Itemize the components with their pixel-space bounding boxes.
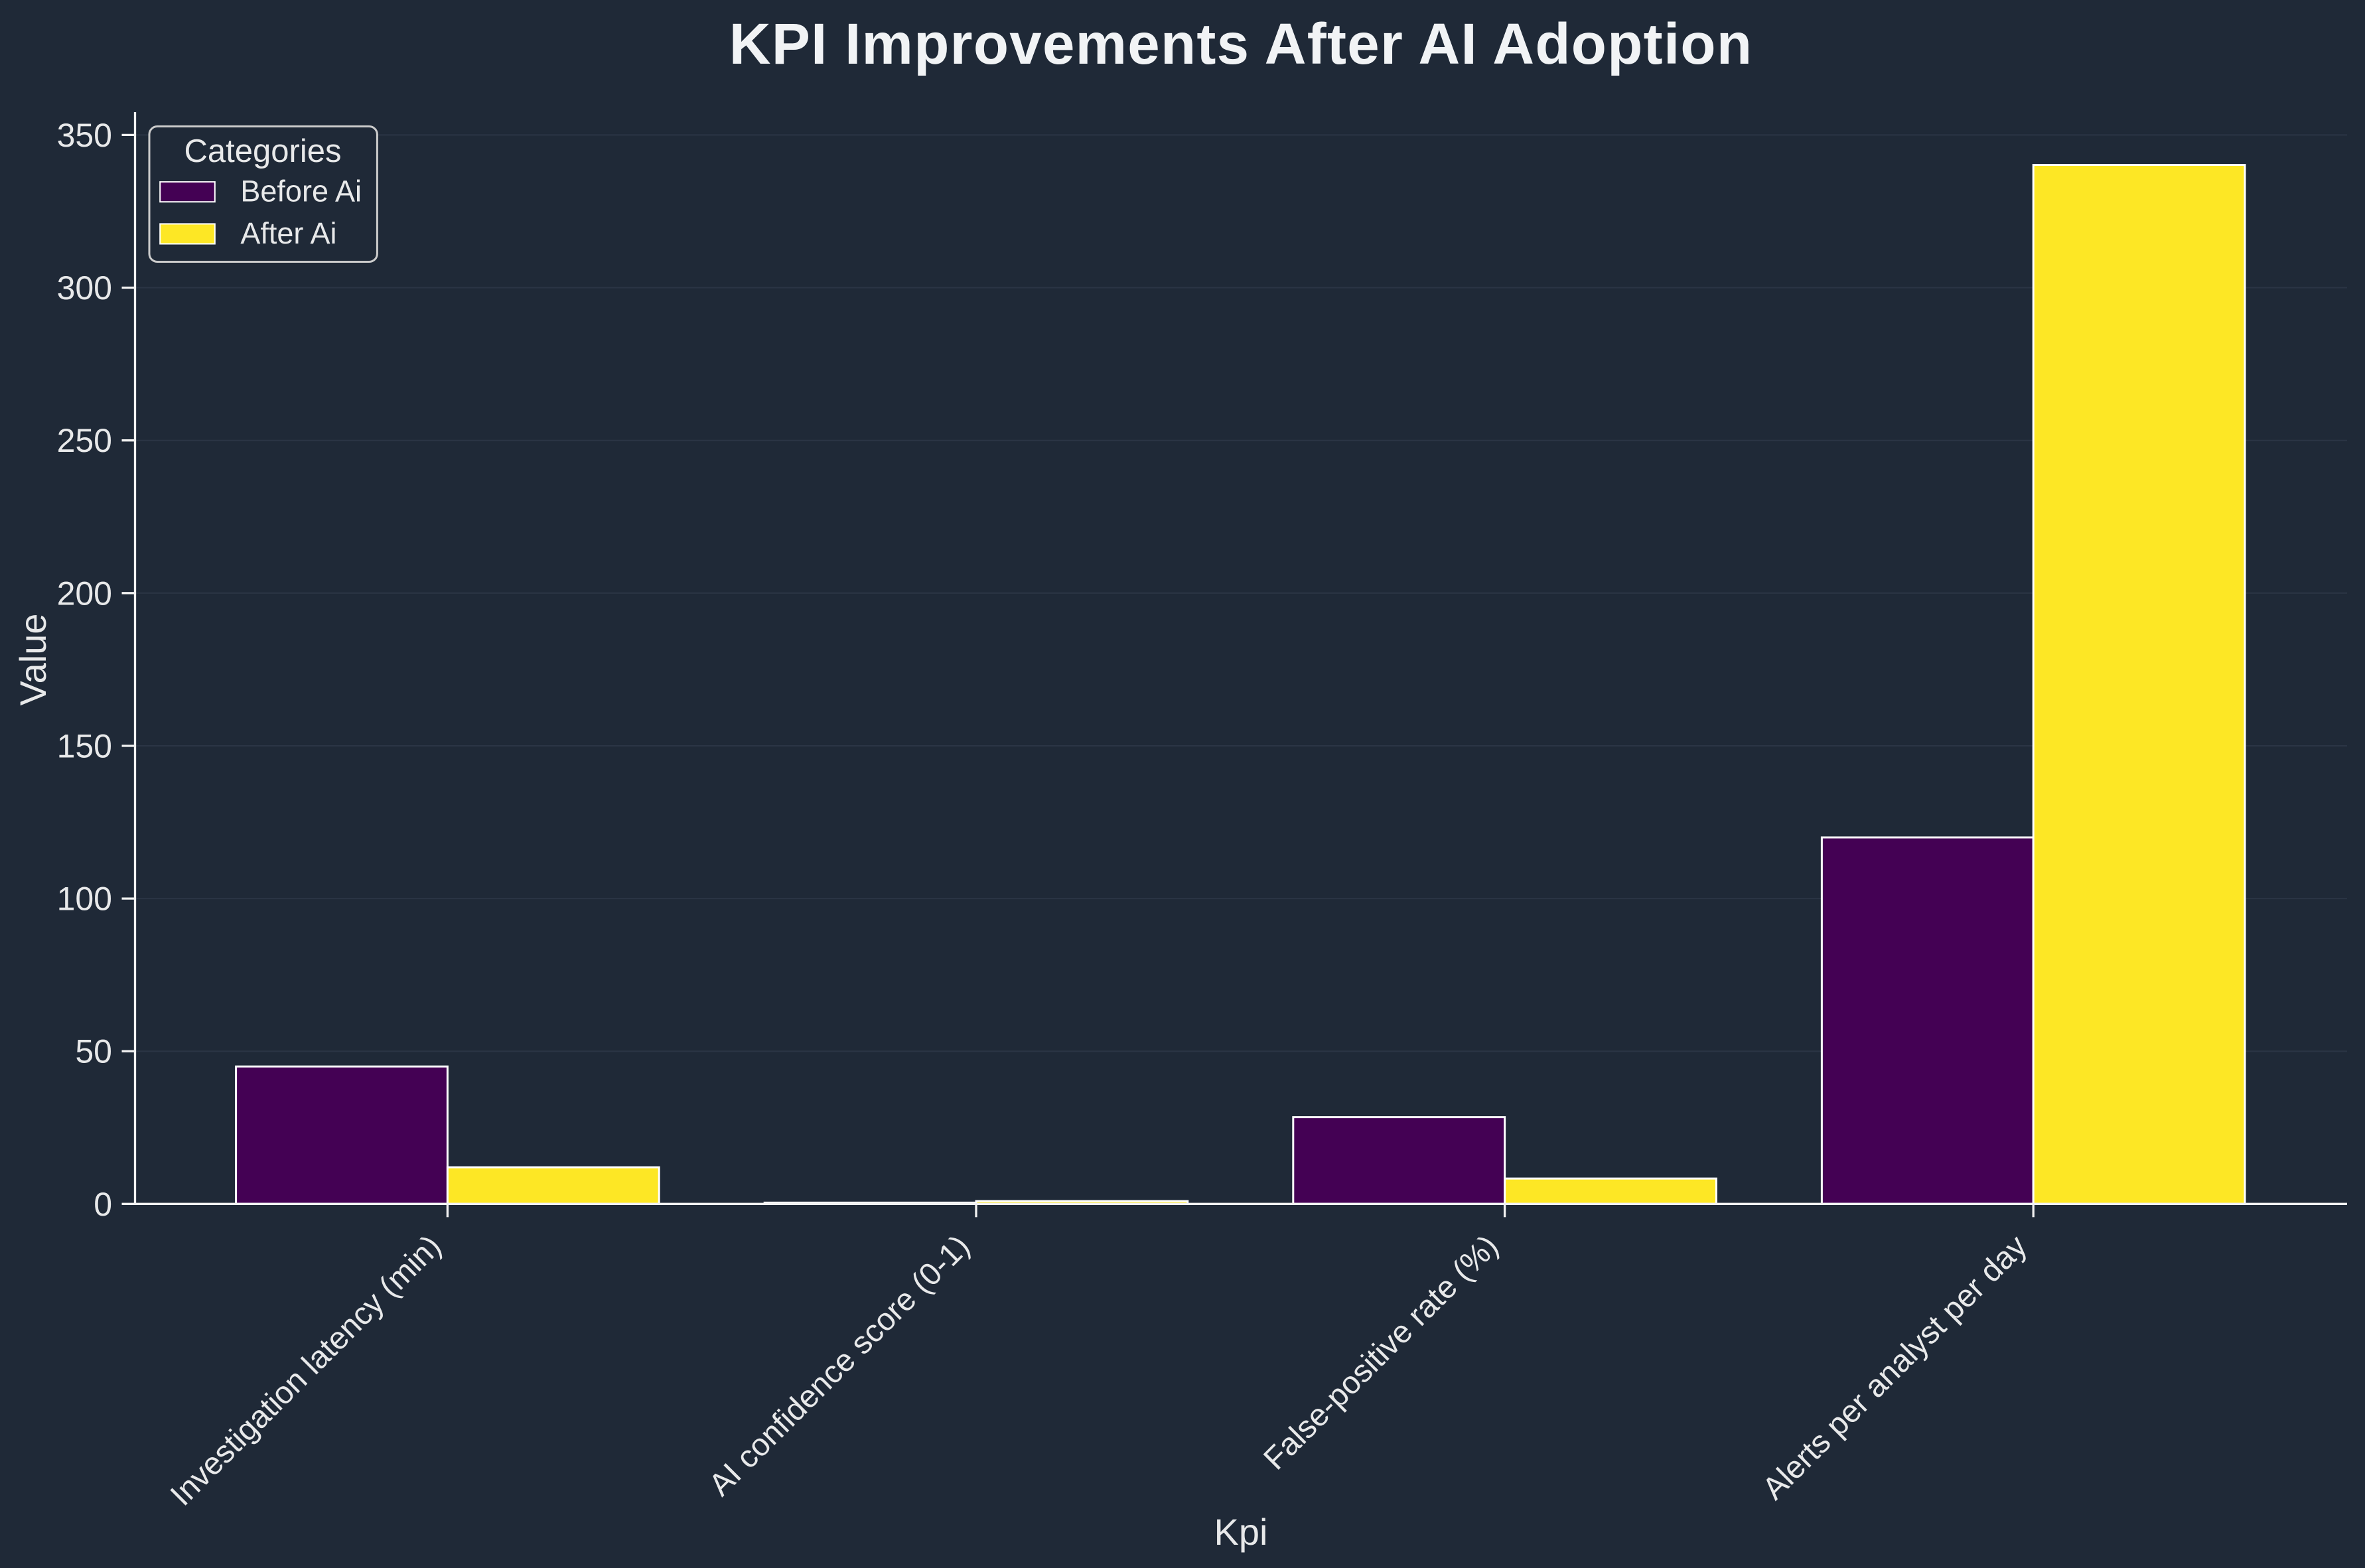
svg-text:Kpi: Kpi [1214, 1511, 1268, 1553]
svg-text:Value: Value [12, 613, 54, 705]
svg-text:After Ai: After Ai [240, 216, 336, 250]
svg-text:0: 0 [94, 1186, 112, 1223]
svg-text:300: 300 [57, 269, 112, 307]
svg-text:350: 350 [57, 117, 112, 154]
svg-text:250: 250 [57, 422, 112, 459]
svg-text:50: 50 [75, 1033, 112, 1070]
svg-text:KPI Improvements After AI Adop: KPI Improvements After AI Adoption [729, 12, 1753, 76]
svg-text:Before Ai: Before Ai [240, 175, 362, 208]
svg-text:Categories: Categories [184, 133, 342, 169]
svg-text:100: 100 [57, 881, 112, 918]
svg-text:200: 200 [57, 575, 112, 612]
svg-text:150: 150 [57, 728, 112, 765]
